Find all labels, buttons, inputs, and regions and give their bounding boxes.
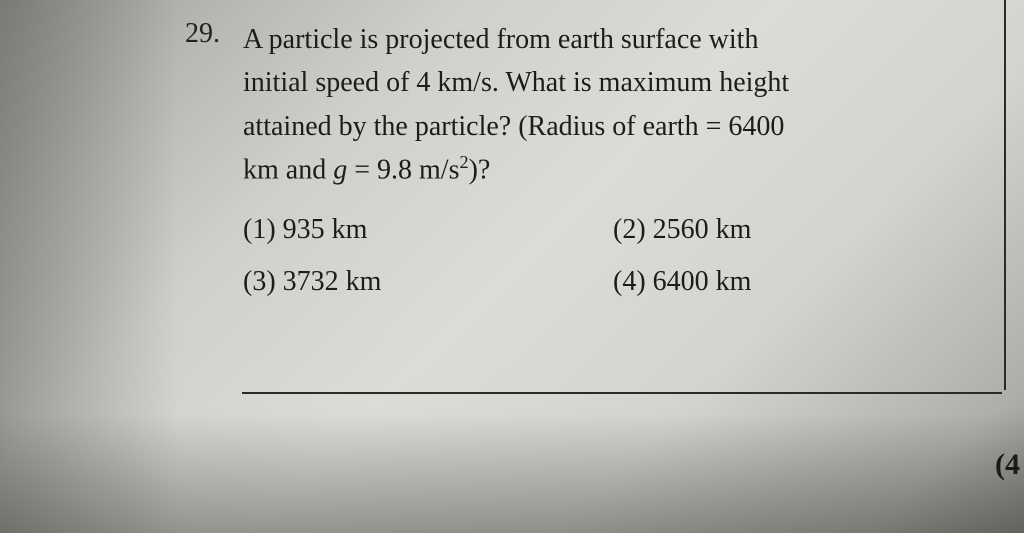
q-line-2: initial speed of 4 km/s. What is maximum…	[243, 67, 789, 98]
option-3: (3) 3732 km	[243, 266, 603, 298]
option-4: (4) 6400 km	[613, 266, 973, 298]
question-number: 29.	[185, 18, 229, 50]
q-line-1: A particle is projected from earth surfa…	[243, 24, 758, 55]
page-left-shadow	[0, 0, 180, 533]
question-text: A particle is projected from earth surfa…	[243, 18, 983, 192]
q-sup-2: 2	[459, 152, 468, 172]
divider-line	[242, 392, 1002, 394]
page-bottom-shadow	[0, 413, 1024, 533]
q-line-4-suffix: )?	[469, 155, 491, 186]
options-grid: (1) 935 km (2) 2560 km (3) 3732 km (4) 6…	[243, 214, 985, 298]
question-row: 29. A particle is projected from earth s…	[185, 18, 985, 192]
question-block: 29. A particle is projected from earth s…	[185, 18, 985, 298]
corner-label: (4	[995, 448, 1020, 482]
q-g-symbol: g	[333, 155, 347, 186]
q-line-3: attained by the particle? (Radius of ear…	[243, 111, 784, 142]
right-margin-line	[1004, 0, 1006, 390]
option-1: (1) 935 km	[243, 214, 603, 246]
q-line-4-prefix: km and	[243, 155, 333, 186]
q-line-4-mid: = 9.8 m/s	[347, 155, 459, 186]
option-2: (2) 2560 km	[613, 214, 973, 246]
